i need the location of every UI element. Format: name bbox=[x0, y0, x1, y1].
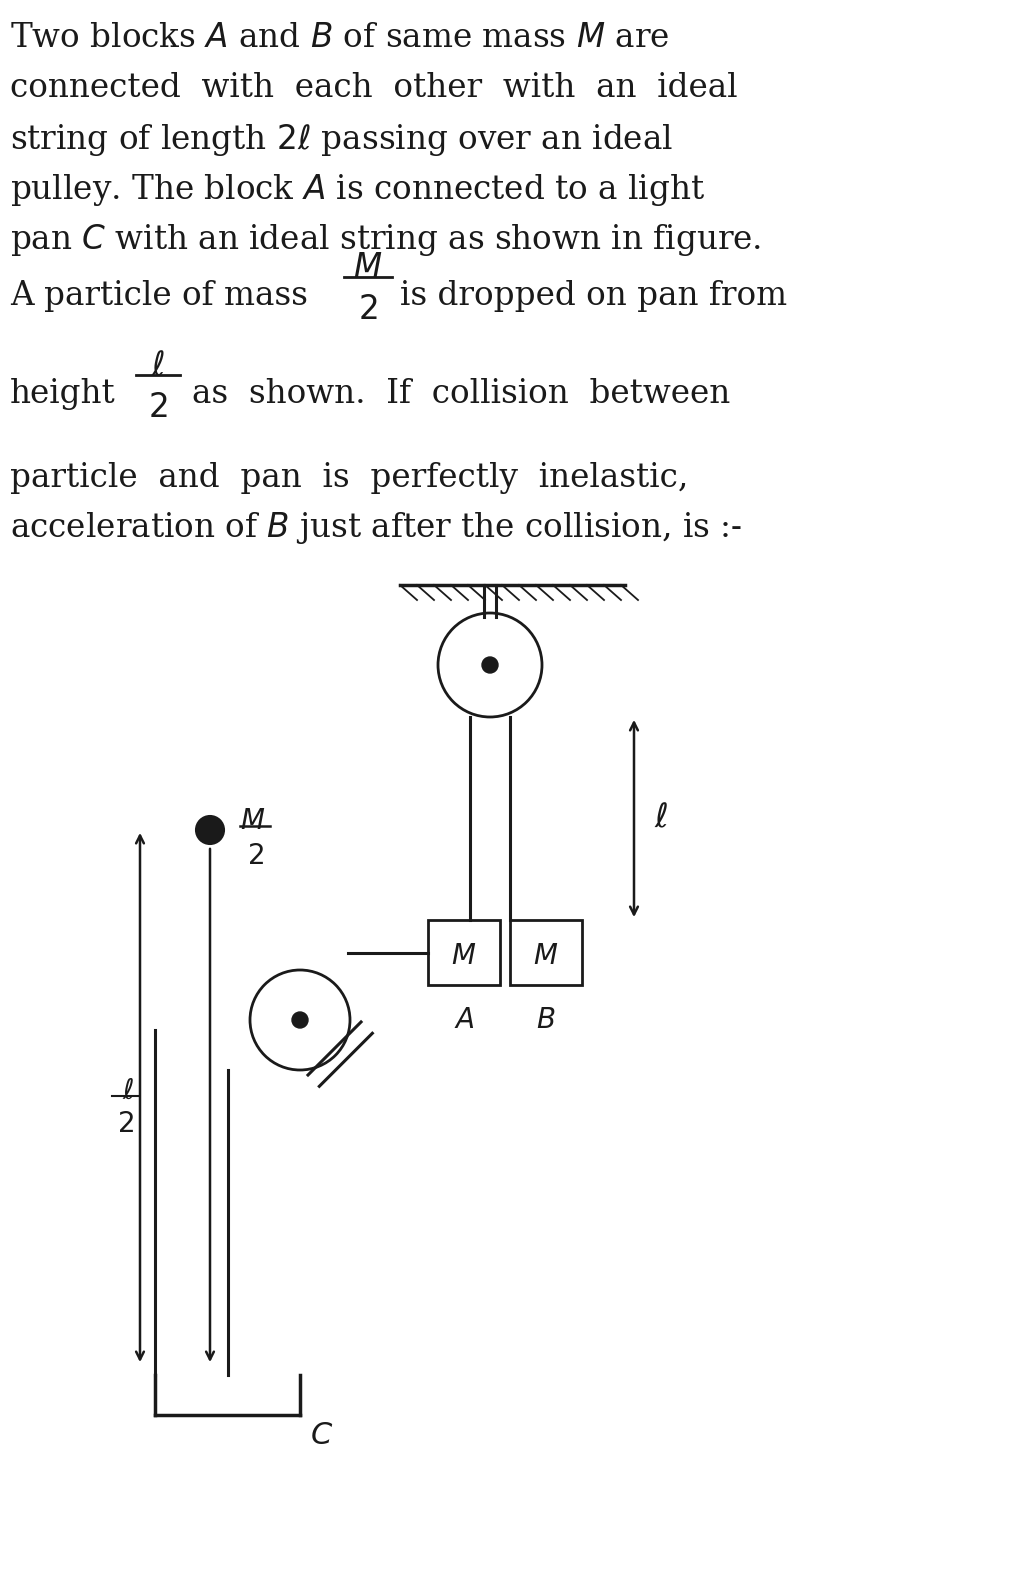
Text: height: height bbox=[10, 378, 116, 409]
Text: connected  with  each  other  with  an  ideal: connected with each other with an ideal bbox=[10, 73, 737, 104]
Text: $\ell$: $\ell$ bbox=[654, 803, 669, 834]
Text: A particle of mass: A particle of mass bbox=[10, 280, 308, 311]
Text: $M$: $M$ bbox=[353, 251, 383, 284]
Circle shape bbox=[482, 657, 498, 673]
Text: $2$: $2$ bbox=[117, 1111, 133, 1139]
Text: $2$: $2$ bbox=[247, 844, 263, 871]
Text: $M$: $M$ bbox=[452, 943, 476, 970]
Text: $2$: $2$ bbox=[358, 294, 378, 325]
Text: $M$: $M$ bbox=[240, 807, 265, 834]
Circle shape bbox=[196, 815, 224, 844]
Bar bbox=[510, 920, 582, 984]
Text: $\ell$: $\ell$ bbox=[122, 1078, 134, 1104]
Text: $\ell$: $\ell$ bbox=[151, 351, 165, 382]
Text: $C$: $C$ bbox=[310, 1420, 333, 1450]
Text: string of length $2\ell$ passing over an ideal: string of length $2\ell$ passing over an… bbox=[10, 122, 673, 158]
Text: pan $C$ with an ideal string as shown in figure.: pan $C$ with an ideal string as shown in… bbox=[10, 223, 762, 258]
Text: $2$: $2$ bbox=[148, 392, 168, 423]
Text: is dropped on pan from: is dropped on pan from bbox=[400, 280, 787, 311]
Text: $M$: $M$ bbox=[534, 943, 559, 970]
Text: as  shown.  If  collision  between: as shown. If collision between bbox=[193, 378, 730, 409]
Text: pulley. The block $A$ is connected to a light: pulley. The block $A$ is connected to a … bbox=[10, 172, 706, 209]
Bar bbox=[428, 920, 500, 984]
Text: acceleration of $B$ just after the collision, is :-: acceleration of $B$ just after the colli… bbox=[10, 510, 742, 547]
Text: particle  and  pan  is  perfectly  inelastic,: particle and pan is perfectly inelastic, bbox=[10, 461, 688, 495]
Circle shape bbox=[292, 1013, 308, 1029]
Text: $B$: $B$ bbox=[537, 1006, 556, 1033]
Text: $A$: $A$ bbox=[454, 1006, 474, 1033]
Text: Two blocks $A$ and $B$ of same mass $M$ are: Two blocks $A$ and $B$ of same mass $M$ … bbox=[10, 22, 670, 54]
